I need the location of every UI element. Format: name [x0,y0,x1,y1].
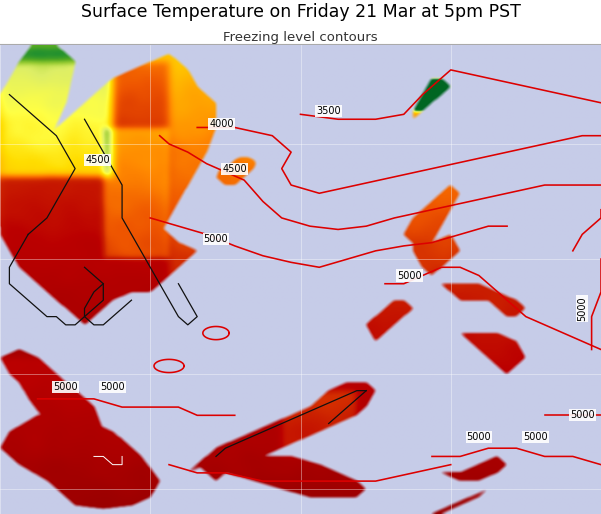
Text: Surface Temperature on Friday 21 Mar at 5pm PST: Surface Temperature on Friday 21 Mar at … [81,3,520,21]
Text: 5000: 5000 [577,296,587,321]
Text: 4000: 4000 [209,119,234,129]
Text: 4500: 4500 [222,163,247,174]
Text: Freezing level contours: Freezing level contours [223,31,378,44]
Text: 4500: 4500 [85,155,110,166]
Text: 5000: 5000 [397,270,422,281]
Text: 5000: 5000 [570,410,594,420]
Text: 5000: 5000 [466,432,491,442]
Text: 5000: 5000 [53,382,78,392]
Text: 5000: 5000 [100,382,125,392]
Text: 5000: 5000 [204,234,228,244]
Text: 3500: 3500 [316,106,341,116]
Text: 5000: 5000 [523,432,548,442]
